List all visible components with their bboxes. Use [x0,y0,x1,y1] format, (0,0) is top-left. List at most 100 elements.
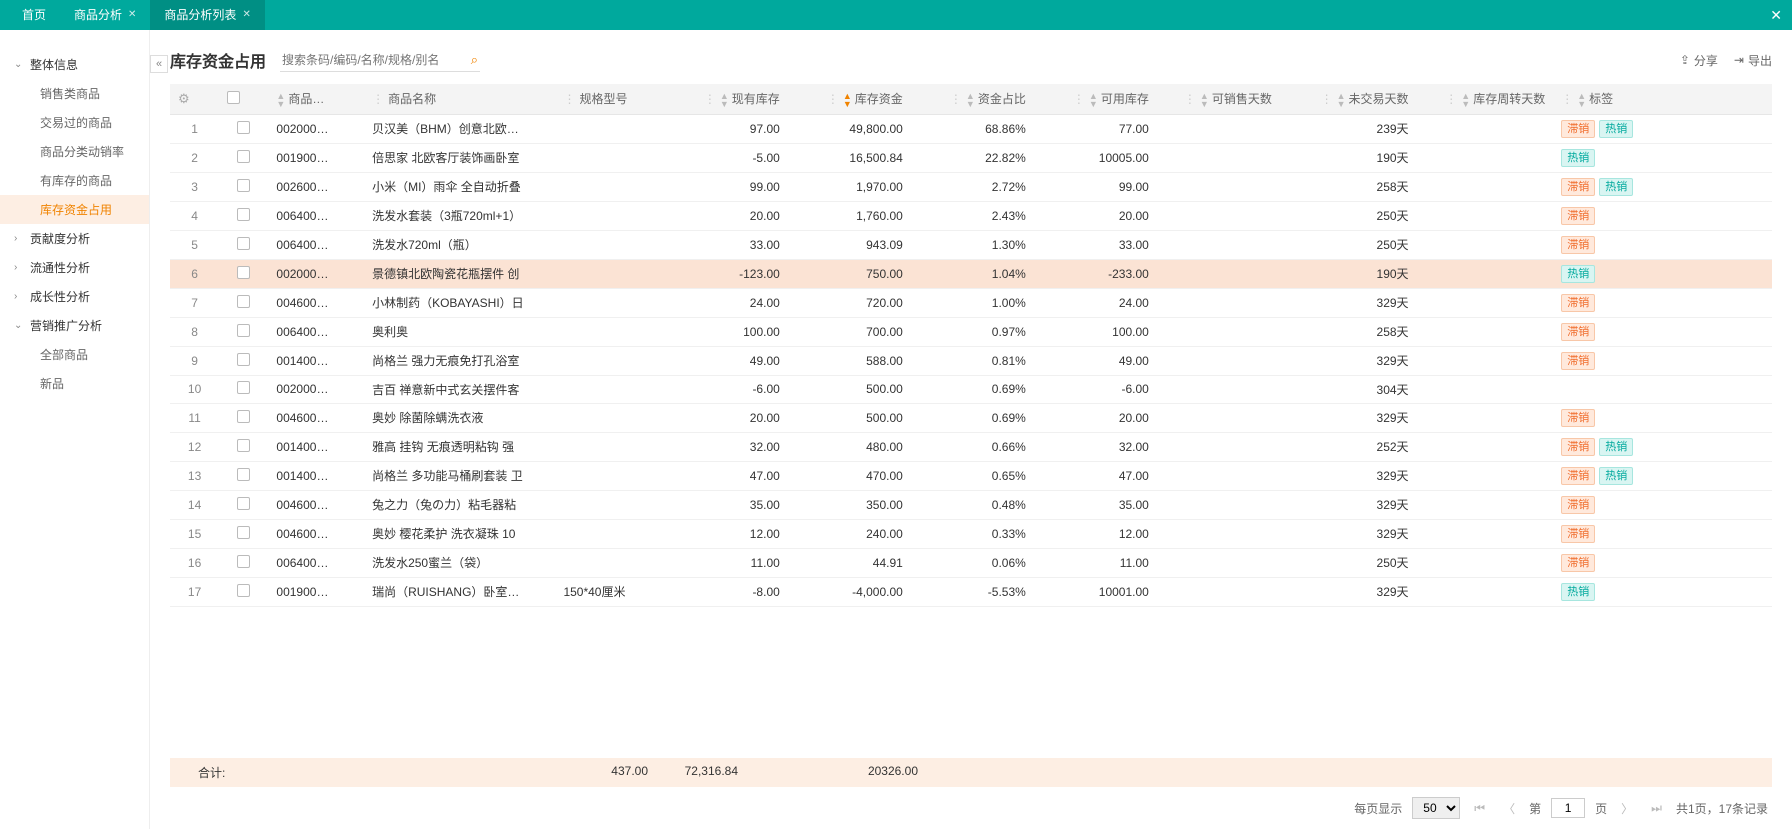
close-icon[interactable]: ✕ [128,0,136,30]
totals-label: 合计: [198,764,478,781]
row-checkbox[interactable] [237,497,250,510]
row-checkbox[interactable] [237,353,250,366]
col-header-saleDays[interactable]: ⋮▲▼可销售天数 [1157,84,1280,114]
sidebar-item-交易过的商品[interactable]: 交易过的商品 [0,108,149,137]
row-checkbox[interactable] [237,237,250,250]
row-checkbox[interactable] [237,381,250,394]
table-row[interactable]: 5006400…洗发水720ml（瓶）33.00943.091.30%33.00… [170,230,1772,259]
sidebar-item-有库存的商品[interactable]: 有库存的商品 [0,166,149,195]
col-header-tags[interactable]: ⋮▲▼标签 [1553,84,1772,114]
cell-saleDays [1157,114,1280,143]
export-button[interactable]: ⇥ 导出 [1734,52,1772,69]
col-header-ratio[interactable]: ⋮▲▼资金占比 [911,84,1034,114]
cell-noTradeDays: 329天 [1280,346,1417,375]
tab-商品分析[interactable]: 商品分析✕ [60,0,150,30]
sidebar-item-销售类商品[interactable]: 销售类商品 [0,79,149,108]
table-row[interactable]: 14004600…兔之力（兔の力）粘毛器粘35.00350.000.48%35.… [170,490,1772,519]
chevron-down-icon: ⌄ [14,59,26,70]
cell-fund: -4,000.00 [788,577,911,606]
tag-hot: 热销 [1599,467,1633,485]
next-page-button[interactable]: 〉 [1617,800,1637,817]
cell-saleDays [1157,519,1280,548]
table-row[interactable]: 12001400…雅高 挂钩 无痕透明粘钩 强32.00480.000.66%3… [170,432,1772,461]
cell-ratio: 22.82% [911,143,1034,172]
search-icon[interactable]: ⌕ [471,52,478,68]
row-index: 7 [170,288,219,317]
table-row[interactable]: 9001400…尚格兰 强力无痕免打孔浴室49.00588.000.81%49.… [170,346,1772,375]
topbar-close-button[interactable]: ✕ [1770,0,1782,30]
tag-slow: 滞销 [1561,178,1595,196]
data-table: ⚙▲▼商品…⋮商品名称⋮规格型号⋮▲▼现有库存⋮▲▼库存资金⋮▲▼资金占比⋮▲▼… [170,84,1772,607]
row-checkbox[interactable] [237,121,250,134]
cell-stock: -8.00 [665,577,788,606]
sidebar-item-库存资金占用[interactable]: 库存资金占用 [0,195,149,224]
row-checkbox[interactable] [237,208,250,221]
cell-spec [555,143,664,172]
page-title: 库存资金占用 [170,48,266,72]
cell-saleDays [1157,375,1280,403]
sidebar-group-整体信息[interactable]: ⌄整体信息 [0,50,149,79]
table-row[interactable]: 16006400…洗发水250蜜兰（袋）11.0044.910.06%11.00… [170,548,1772,577]
row-checkbox[interactable] [237,468,250,481]
table-row[interactable]: 10002000…吉百 禅意新中式玄关摆件客-6.00500.000.69%-6… [170,375,1772,403]
sidebar-group-贡献度分析[interactable]: ›贡献度分析 [0,224,149,253]
cell-noTradeDays: 329天 [1280,490,1417,519]
row-checkbox[interactable] [237,324,250,337]
tab-商品分析列表[interactable]: 商品分析列表✕ [150,0,264,30]
last-page-button[interactable]: ⏭ [1647,801,1666,816]
sidebar-group-营销推广分析[interactable]: ⌄营销推广分析 [0,311,149,340]
sidebar-group-成长性分析[interactable]: ›成长性分析 [0,282,149,311]
cell-noTradeDays: 250天 [1280,548,1417,577]
table-row[interactable]: 8006400…奥利奥100.00700.000.97%100.00258天滞销 [170,317,1772,346]
tag-slow: 滞销 [1561,554,1595,572]
prev-page-button[interactable]: 〈 [1499,800,1519,817]
table-row[interactable]: 6002000…景德镇北欧陶瓷花瓶摆件 创-123.00750.001.04%-… [170,259,1772,288]
share-button[interactable]: ⇪ 分享 [1680,52,1718,69]
sidebar-item-商品分类动销率[interactable]: 商品分类动销率 [0,137,149,166]
row-checkbox[interactable] [237,555,250,568]
table-row[interactable]: 3002600…小米（MI）雨伞 全自动折叠99.001,970.002.72%… [170,172,1772,201]
cell-spec [555,375,664,403]
sidebar-item-全部商品[interactable]: 全部商品 [0,340,149,369]
row-checkbox[interactable] [237,584,250,597]
sidebar-item-新品[interactable]: 新品 [0,369,149,398]
pager-summary: 共1页，17条记录 [1676,800,1768,817]
page-number-input[interactable] [1551,798,1585,818]
table-row[interactable]: 7004600…小林制药（KOBAYASHI）日24.00720.001.00%… [170,288,1772,317]
table-row[interactable]: 17001900…瑞尚（RUISHANG）卧室…150*40厘米-8.00-4,… [170,577,1772,606]
close-icon[interactable]: ✕ [242,0,250,30]
row-checkbox[interactable] [237,410,250,423]
select-all-checkbox[interactable] [227,91,240,104]
row-checkbox[interactable] [237,295,250,308]
col-header-avail[interactable]: ⋮▲▼可用库存 [1034,84,1157,114]
table-row[interactable]: 4006400…洗发水套装（3瓶720ml+1）20.001,760.002.4… [170,201,1772,230]
cell-code: 001400… [268,432,364,461]
row-checkbox[interactable] [237,179,250,192]
sidebar-group-流通性分析[interactable]: ›流通性分析 [0,253,149,282]
col-header-stock[interactable]: ⋮▲▼现有库存 [665,84,788,114]
table-row[interactable]: 11004600…奥妙 除菌除螨洗衣液20.00500.000.69%20.00… [170,403,1772,432]
table-row[interactable]: 1002000…贝汉美（BHM）创意北欧…97.0049,800.0068.86… [170,114,1772,143]
cell-stock: 47.00 [665,461,788,490]
page-size-select[interactable]: 50 [1412,797,1460,819]
tab-首页[interactable]: 首页 [8,0,60,30]
gear-icon[interactable]: ⚙ [178,91,190,106]
col-header-fund[interactable]: ⋮▲▼库存资金 [788,84,911,114]
row-checkbox[interactable] [237,439,250,452]
tag-hot: 热销 [1599,178,1633,196]
first-page-button[interactable]: ⏮ [1470,801,1489,816]
cell-name: 瑞尚（RUISHANG）卧室… [364,577,555,606]
cell-noTradeDays: 329天 [1280,519,1417,548]
search-input[interactable] [280,49,480,72]
cell-stock: 33.00 [665,230,788,259]
table-row[interactable]: 2001900…倍思家 北欧客厅装饰画卧室-5.0016,500.8422.82… [170,143,1772,172]
tab-label: 商品分析列表 [164,0,236,30]
row-checkbox[interactable] [237,150,250,163]
col-header-turnDays[interactable]: ⋮▲▼库存周转天数 [1417,84,1554,114]
table-row[interactable]: 15004600…奥妙 樱花柔护 洗衣凝珠 1012.00240.000.33%… [170,519,1772,548]
row-checkbox[interactable] [237,526,250,539]
row-checkbox[interactable] [237,266,250,279]
table-row[interactable]: 13001400…尚格兰 多功能马桶刷套装 卫47.00470.000.65%4… [170,461,1772,490]
col-header-code[interactable]: ▲▼商品… [268,84,364,114]
col-header-noTradeDays[interactable]: ⋮▲▼未交易天数 [1280,84,1417,114]
